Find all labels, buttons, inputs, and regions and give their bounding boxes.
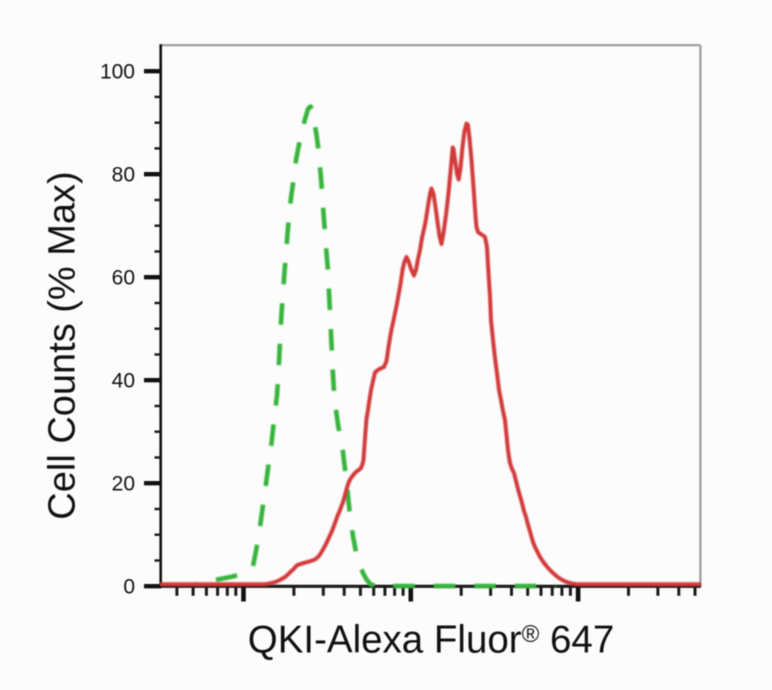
- svg-text:40: 40: [112, 370, 135, 393]
- svg-text:0: 0: [123, 576, 135, 599]
- svg-text:20: 20: [112, 473, 135, 496]
- svg-text:60: 60: [112, 267, 135, 290]
- svg-text:100: 100: [100, 61, 135, 84]
- svg-text:QKI-Alexa Fluor® 647: QKI-Alexa Fluor® 647: [248, 619, 615, 662]
- svg-text:Cell Counts (% Max): Cell Counts (% Max): [42, 171, 84, 519]
- svg-text:80: 80: [112, 164, 135, 187]
